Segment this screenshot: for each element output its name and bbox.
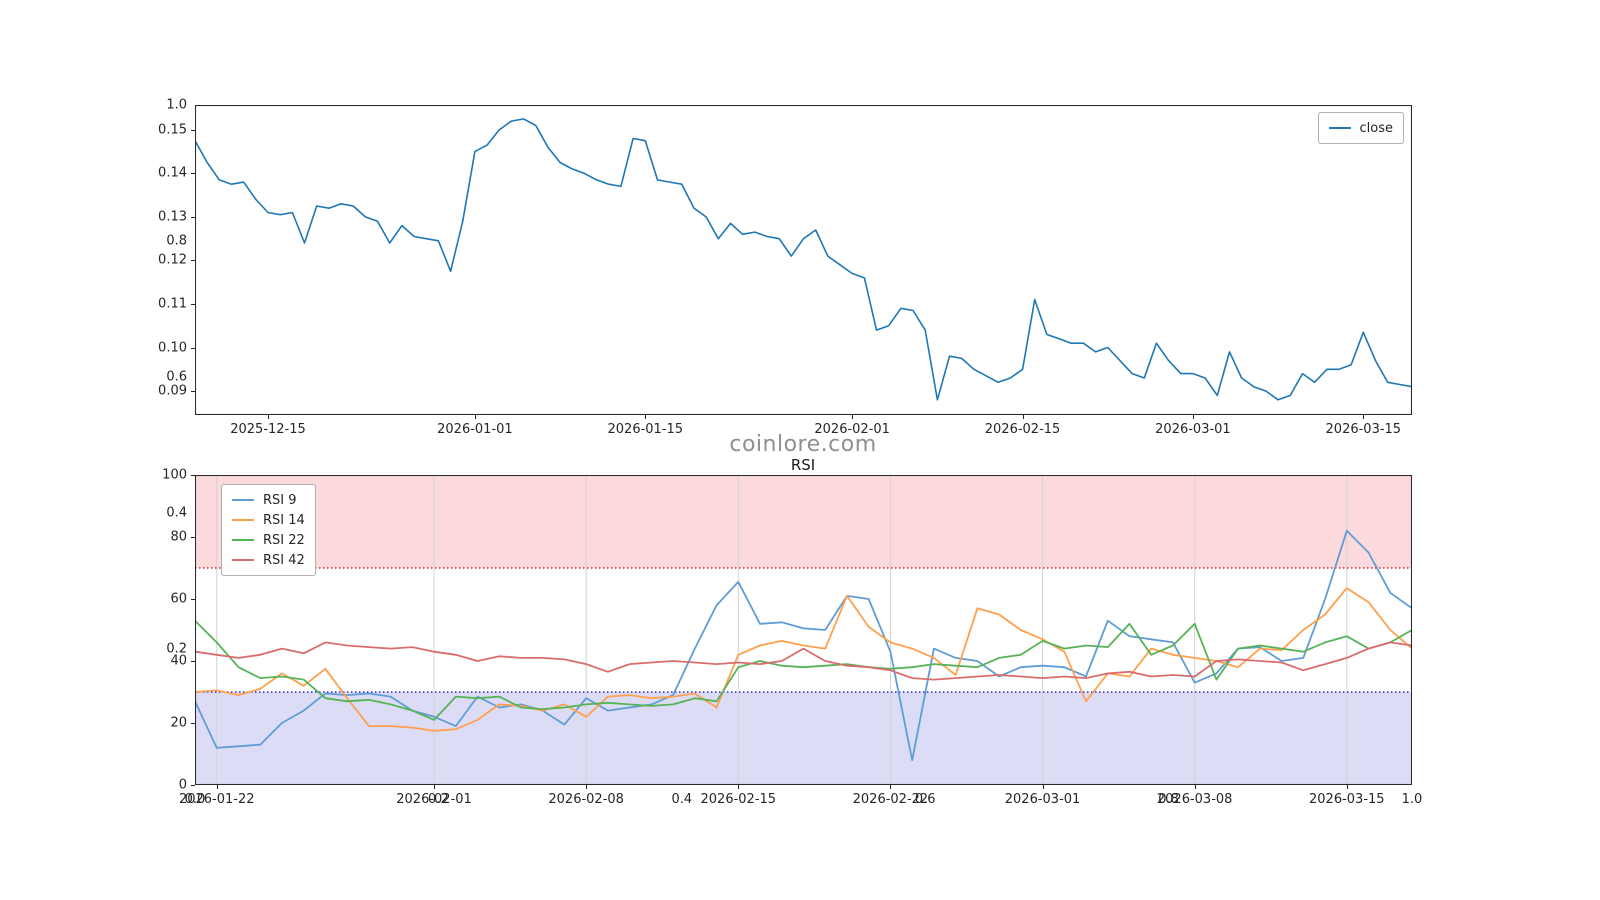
y-tick-label: 0.13 — [158, 209, 187, 225]
x-tick-label: 2026-03-01 — [1004, 792, 1081, 807]
tick-mark — [1192, 415, 1194, 419]
legend-entry: RSI 14 — [232, 510, 305, 530]
tick-mark — [191, 537, 195, 538]
outer-y-tick-label: 0.2 — [166, 641, 187, 657]
tick-mark — [1346, 785, 1348, 789]
y-tick-label: 0.10 — [158, 340, 187, 355]
y-tick-label: 80 — [170, 529, 187, 545]
legend-entry: close — [1328, 118, 1393, 138]
x-tick-label: 2026-03-15 — [1309, 792, 1385, 807]
y-tick-label: 0.09 — [158, 383, 187, 399]
legend-label: RSI 42 — [263, 552, 305, 568]
tick-mark — [852, 415, 854, 419]
x-tick-label: 2026-02-15 — [984, 422, 1061, 437]
legend-entry: RSI 9 — [232, 490, 305, 510]
price-legend: close — [1317, 112, 1404, 144]
tick-mark — [191, 391, 195, 393]
rsi-chart — [195, 475, 1412, 785]
x-tick-label: 2026-01-22 — [178, 792, 255, 807]
tick-mark — [890, 785, 892, 789]
plot-border — [195, 105, 1412, 415]
tick-mark — [191, 216, 195, 218]
threshold-band — [195, 692, 1412, 785]
tick-mark — [216, 785, 218, 789]
tick-mark — [1194, 785, 1196, 789]
price-chart — [195, 105, 1412, 415]
x-tick-label: 2026-01-15 — [607, 422, 684, 437]
tick-mark — [268, 415, 270, 419]
outer-x-tick-label: 0.0 — [184, 792, 206, 807]
y-tick-label: 20 — [170, 715, 187, 731]
x-tick-label: 2025-12-15 — [230, 422, 306, 437]
series-rsi-9 — [195, 529, 1412, 762]
x-tick-label: 2026-02-08 — [548, 792, 624, 807]
threshold-band — [195, 475, 1412, 568]
y-tick-label: 0.11 — [158, 296, 187, 312]
tick-mark — [1363, 415, 1365, 419]
outer-x-tick-label: 1.0 — [1401, 792, 1423, 807]
legend-entry: RSI 22 — [232, 530, 305, 550]
tick-mark — [738, 785, 740, 789]
series-rsi-22 — [195, 619, 1412, 721]
outer-x-tick-label: 0.2 — [428, 792, 449, 807]
outer-y-tick-label: 0.8 — [166, 233, 187, 249]
legend-line-swatch — [232, 559, 254, 561]
legend-line-swatch — [232, 519, 254, 521]
tick-mark — [191, 303, 195, 305]
y-tick-label: 0.15 — [158, 122, 187, 138]
tick-mark — [1022, 415, 1024, 419]
tick-mark — [191, 785, 195, 786]
outer-y-tick-label: 0.4 — [166, 505, 187, 521]
rsi-chart-title: RSI — [790, 456, 816, 474]
outer-y-tick-label: 1.0 — [166, 97, 187, 113]
x-tick-label: 2026-03-08 — [1156, 792, 1233, 807]
y-tick-label: 100 — [162, 467, 187, 483]
tick-mark — [191, 347, 195, 349]
plot-border — [195, 475, 1412, 785]
legend-entry: RSI 42 — [232, 550, 305, 570]
legend-line-swatch — [232, 539, 254, 541]
tick-mark — [191, 129, 195, 131]
tick-mark — [1042, 785, 1044, 789]
tick-mark — [191, 661, 195, 662]
series-close — [195, 118, 1412, 401]
watermark: coinlore.com — [729, 432, 877, 457]
tick-mark — [191, 723, 195, 724]
rsi-legend: RSI 9 RSI 14 RSI 22 RSI 42 — [221, 484, 316, 576]
tick-mark — [474, 415, 476, 419]
series-rsi-42 — [195, 641, 1412, 681]
tick-mark — [586, 785, 588, 789]
legend-label: RSI 22 — [263, 532, 305, 548]
x-tick-label: 2026-02-22 — [852, 792, 929, 807]
tick-mark — [191, 260, 195, 262]
legend-line-swatch — [232, 499, 254, 501]
outer-x-tick-label: 0.4 — [671, 792, 693, 807]
tick-mark — [191, 599, 195, 600]
tick-mark — [645, 415, 647, 419]
y-tick-label: 40 — [170, 653, 187, 669]
outer-y-tick-label: 0.6 — [166, 369, 187, 385]
y-tick-label: 0.14 — [158, 165, 187, 181]
tick-mark — [191, 173, 195, 175]
tick-mark — [191, 475, 195, 476]
x-tick-label: 2026-03-01 — [1155, 422, 1231, 437]
x-tick-label: 2026-03-15 — [1325, 422, 1402, 437]
y-tick-label: 60 — [170, 591, 187, 607]
legend-label: RSI 9 — [263, 492, 297, 508]
outer-x-tick-label: 0.6 — [914, 792, 936, 807]
x-tick-label: 2026-02-15 — [700, 792, 777, 807]
legend-line-swatch — [1328, 127, 1351, 129]
tick-mark — [434, 785, 436, 789]
y-tick-label: 0 — [178, 777, 187, 793]
x-tick-label: 2026-02-01 — [396, 792, 472, 807]
legend-label: RSI 14 — [263, 512, 305, 528]
outer-x-tick-label: 0.8 — [1158, 792, 1179, 807]
x-tick-label: 2026-02-01 — [814, 422, 890, 437]
y-tick-label: 0.12 — [158, 252, 187, 268]
x-tick-label: 2026-01-01 — [437, 422, 513, 437]
legend-label: close — [1359, 120, 1393, 136]
